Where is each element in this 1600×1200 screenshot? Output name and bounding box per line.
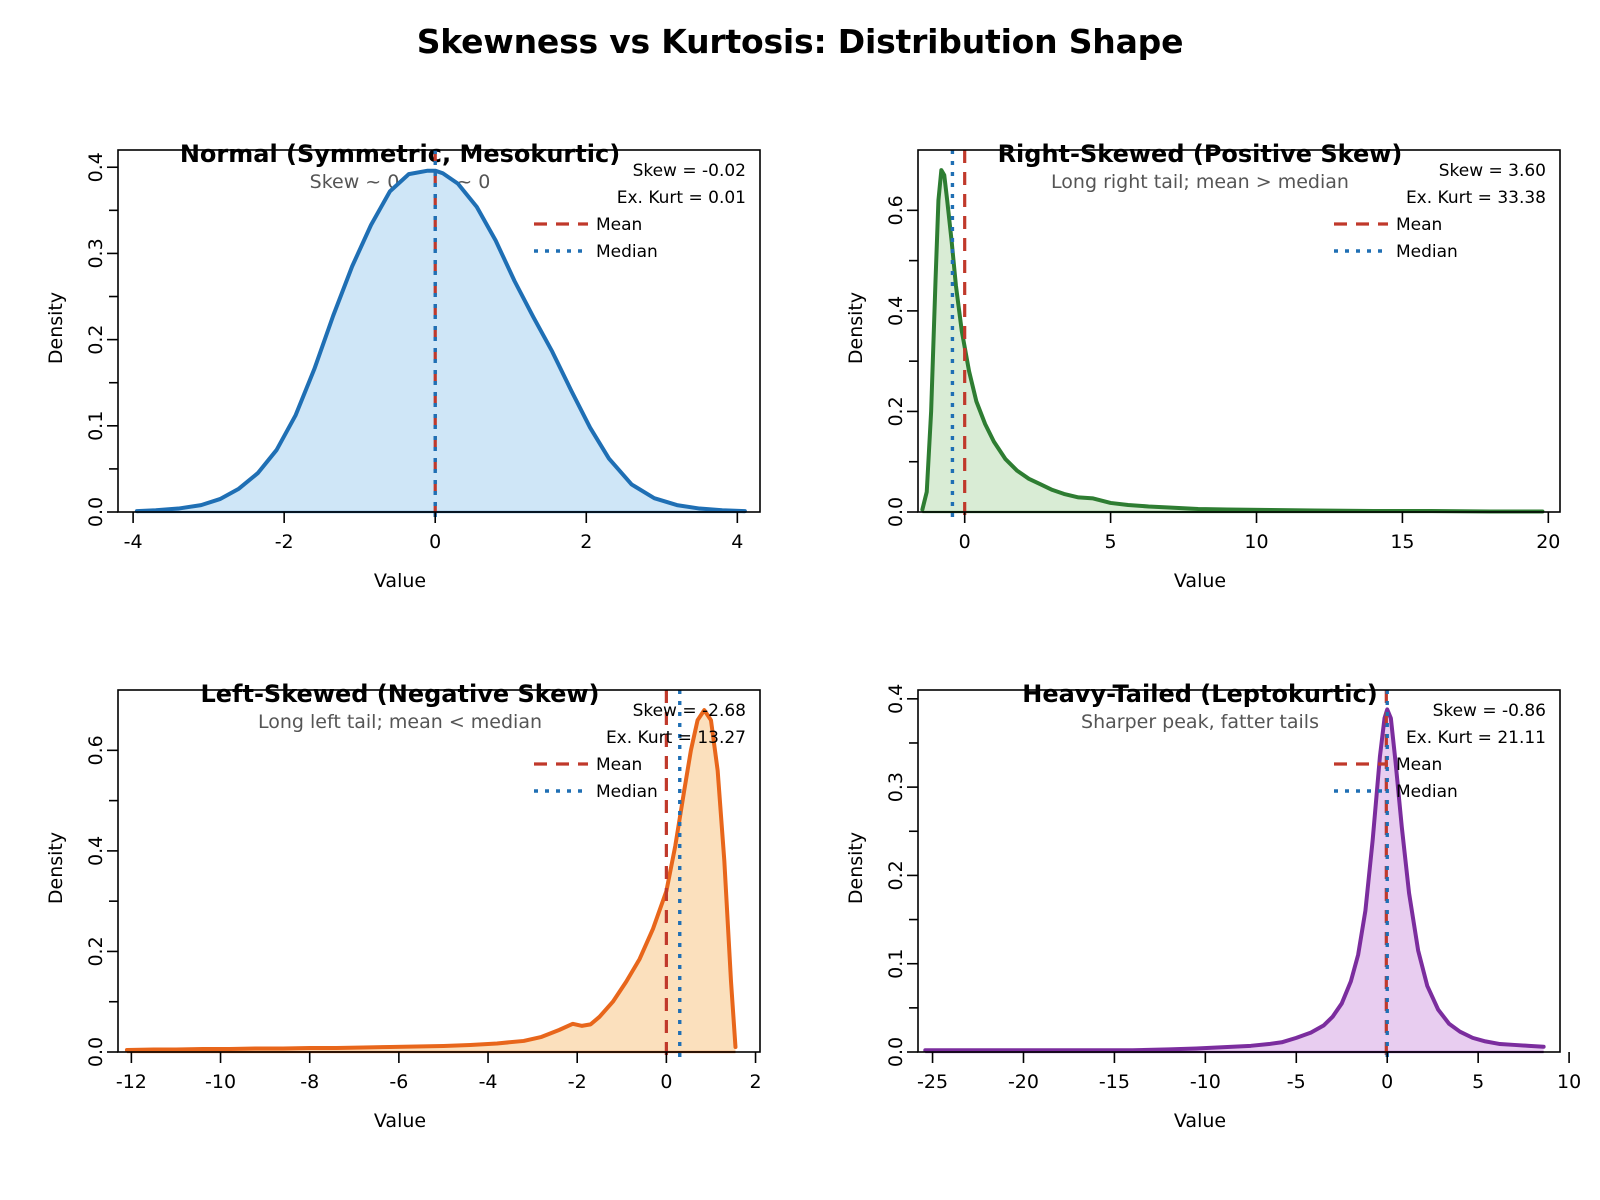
skew-value-right_skewed: Skew = 3.60 <box>1439 161 1546 181</box>
x-axis-label-normal: Value <box>373 570 427 592</box>
x-tick-label-left_skewed: -2 <box>568 1071 587 1093</box>
y-tick-label-heavy_tailed: 0.3 <box>885 772 907 802</box>
legend-median-label-left_skewed: Median <box>596 782 658 802</box>
x-tick-label-left_skewed: -4 <box>479 1071 498 1093</box>
plot-frame-normal <box>117 149 761 513</box>
density-fill-normal <box>136 170 745 512</box>
legend-mean-label-left_skewed: Mean <box>596 755 642 775</box>
x-tick-label-right_skewed: 0 <box>959 531 971 553</box>
density-curve-right_skewed <box>920 168 1545 514</box>
plot-area-heavy_tailed: -25 -20 -15 -10 -5 0 5 10 0.0 0.1 0.2 0.3 0.4 Skew = … <box>885 684 1581 1093</box>
x-tick-label-normal: 4 <box>731 531 743 553</box>
panel-title-left_skewed: Left-Skewed (Negative Skew) <box>200 680 600 708</box>
x-tick-label-left_skewed: 0 <box>660 1071 672 1093</box>
density-curve-heavy_tailed <box>923 707 1546 1053</box>
x-tick-label-normal: -4 <box>124 531 143 553</box>
legend-median-label-right_skewed: Median <box>1396 242 1458 262</box>
density-curve-normal <box>134 168 747 514</box>
plot-area-right_skewed: 0 5 10 15 20 0.0 0.2 0.4 0.6 Skew = 3.60 Ex. Kurt … <box>885 149 1561 553</box>
x-tick-label-heavy_tailed: -25 <box>917 1071 948 1093</box>
y-tick-label-left_skewed: 0.0 <box>85 1037 107 1067</box>
plot-frame-left_skewed <box>117 689 761 1053</box>
y-axis-label-heavy_tailed: Density <box>845 831 867 905</box>
x-tick-label-left_skewed: -8 <box>300 1071 319 1093</box>
y-tick-label-right_skewed: 0.6 <box>885 195 907 225</box>
y-tick-label-right_skewed: 0.2 <box>885 396 907 426</box>
plot-area-normal: -4 -2 0 2 4 0.0 0.1 0.2 0.3 0.4 Skew = -0.02 Ex. Ku… <box>85 149 761 553</box>
x-tick-label-heavy_tailed: -10 <box>1190 1071 1221 1093</box>
panel-right_skewed: Right-Skewed (Positive Skew) Long right t… <box>800 80 1600 640</box>
plot-frame-right_skewed <box>917 149 1561 513</box>
y-tick-label-heavy_tailed: 0.2 <box>885 860 907 890</box>
y-tick-label-normal: 0.4 <box>85 152 107 182</box>
panel-subtitle-left_skewed: Long left tail; mean < median <box>257 711 543 733</box>
x-tick-label-left_skewed: 2 <box>749 1071 761 1093</box>
legend-median-label-normal: Median <box>596 242 658 262</box>
density-fill-right_skewed <box>922 170 1543 513</box>
panel-left_skewed: Left-Skewed (Negative Skew) Long left tai… <box>0 620 800 1180</box>
x-tick-label-heavy_tailed: 0 <box>1381 1071 1393 1093</box>
y-tick-label-normal: 0.3 <box>85 238 107 268</box>
kurtosis-value-normal: Ex. Kurt = 0.01 <box>617 188 746 208</box>
figure-title: Skewness vs Kurtosis: Distribution Shape <box>416 22 1184 61</box>
y-tick-label-right_skewed: 0.4 <box>885 296 907 326</box>
x-tick-label-heavy_tailed: 5 <box>1472 1071 1484 1093</box>
y-tick-label-normal: 0.0 <box>85 497 107 527</box>
panel-subtitle-right_skewed: Long right tail; mean > median <box>1051 171 1349 193</box>
panel-subtitle-heavy_tailed: Sharper peak, fatter tails <box>1081 711 1319 733</box>
x-axis-label-heavy_tailed: Value <box>1173 1110 1227 1132</box>
panel-title-right_skewed: Right-Skewed (Positive Skew) <box>997 140 1403 168</box>
density-fill-heavy_tailed <box>925 709 1544 1052</box>
x-axis-label-right_skewed: Value <box>1173 570 1227 592</box>
x-tick-label-heavy_tailed: -15 <box>1099 1071 1130 1093</box>
x-tick-label-normal: 2 <box>580 531 592 553</box>
legend-mean-label-right_skewed: Mean <box>1396 215 1442 235</box>
y-tick-label-normal: 0.2 <box>85 325 107 355</box>
y-tick-label-normal: 0.1 <box>85 411 107 441</box>
x-tick-label-heavy_tailed: 10 <box>1557 1071 1581 1093</box>
panel-normal: Normal (Symmetric, Mesokurtic) Skew ~ 0, … <box>0 80 800 640</box>
x-tick-label-heavy_tailed: -20 <box>1008 1071 1039 1093</box>
legend-median-label-heavy_tailed: Median <box>1396 782 1458 802</box>
panel-heavy_tailed: Heavy-Tailed (Leptokurtic) Sharper peak, … <box>800 620 1600 1180</box>
skew-value-heavy_tailed: Skew = -0.86 <box>1433 701 1546 721</box>
y-axis-label-left_skewed: Density <box>45 831 67 905</box>
x-tick-label-right_skewed: 5 <box>1105 531 1117 553</box>
x-tick-label-left_skewed: -10 <box>205 1071 236 1093</box>
y-tick-label-heavy_tailed: 0.0 <box>885 1037 907 1067</box>
x-tick-label-normal: -2 <box>275 531 294 553</box>
x-tick-label-normal: 0 <box>429 531 441 553</box>
kurtosis-value-heavy_tailed: Ex. Kurt = 21.11 <box>1406 728 1546 748</box>
x-tick-label-heavy_tailed: -5 <box>1287 1071 1306 1093</box>
kurtosis-value-left_skewed: Ex. Kurt = 13.27 <box>606 728 746 748</box>
x-tick-label-left_skewed: -12 <box>116 1071 147 1093</box>
plot-frame-heavy_tailed <box>917 689 1561 1053</box>
kurtosis-value-right_skewed: Ex. Kurt = 33.38 <box>1406 188 1546 208</box>
skew-value-left_skewed: Skew = -2.68 <box>633 701 746 721</box>
panel-title-normal: Normal (Symmetric, Mesokurtic) <box>179 140 621 168</box>
y-tick-label-heavy_tailed: 0.1 <box>885 949 907 979</box>
y-axis-label-normal: Density <box>45 291 67 365</box>
y-tick-label-left_skewed: 0.4 <box>85 836 107 866</box>
y-tick-label-left_skewed: 0.6 <box>85 735 107 765</box>
y-tick-label-heavy_tailed: 0.4 <box>885 684 907 714</box>
legend-mean-label-normal: Mean <box>596 215 642 235</box>
x-tick-label-right_skewed: 20 <box>1536 531 1560 553</box>
y-tick-label-left_skewed: 0.2 <box>85 936 107 966</box>
y-tick-label-right_skewed: 0.0 <box>885 497 907 527</box>
density-fill-left_skewed <box>126 710 736 1052</box>
legend-mean-label-heavy_tailed: Mean <box>1396 755 1442 775</box>
panel-title-heavy_tailed: Heavy-Tailed (Leptokurtic) <box>1022 680 1378 708</box>
plot-area-left_skewed: -12 -10 -8 -6 -4 -2 0 2 0.0 0.2 0.4 0.6 Skew = -2.68… <box>85 689 762 1093</box>
x-axis-label-left_skewed: Value <box>373 1110 427 1132</box>
x-tick-label-right_skewed: 15 <box>1390 531 1414 553</box>
x-tick-label-left_skewed: -6 <box>389 1071 408 1093</box>
y-axis-label-right_skewed: Density <box>845 291 867 365</box>
x-tick-label-right_skewed: 10 <box>1244 531 1268 553</box>
skew-value-normal: Skew = -0.02 <box>633 161 746 181</box>
density-curve-left_skewed <box>124 708 738 1052</box>
